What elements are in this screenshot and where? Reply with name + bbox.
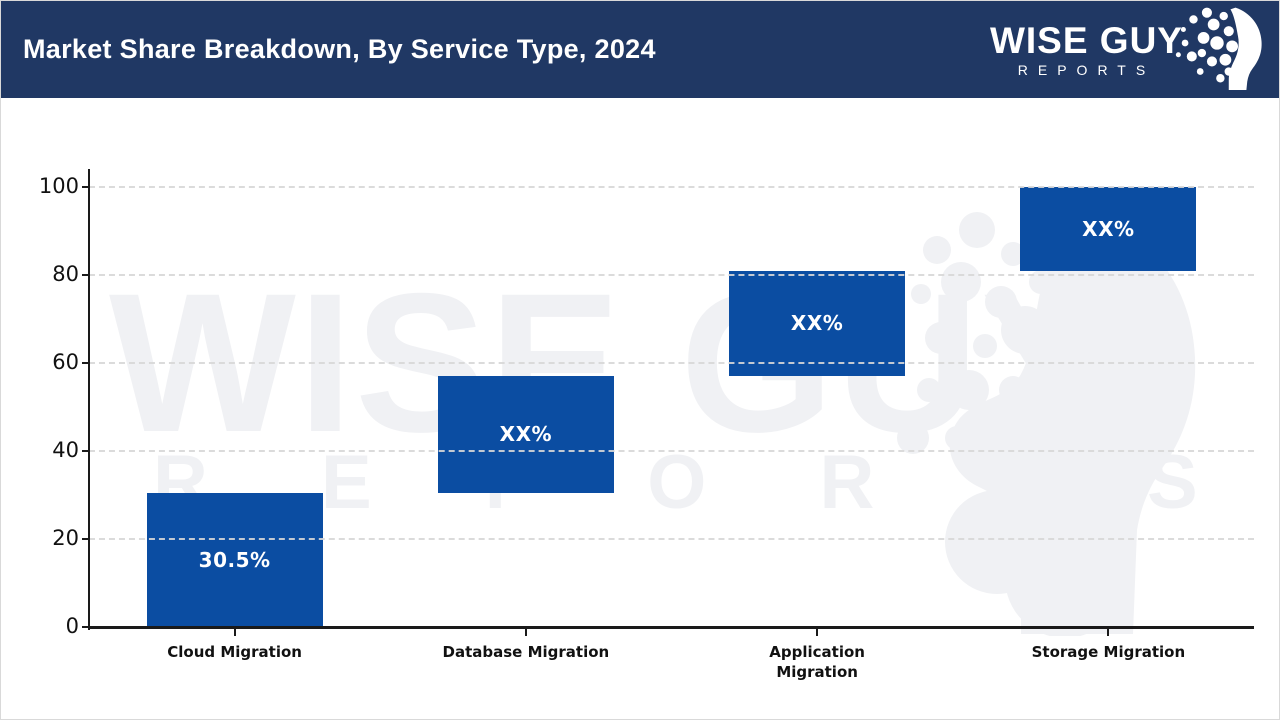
bar-value-label: XX% <box>1082 216 1135 241</box>
watermark-head-dots-icon <box>881 206 1201 641</box>
x-tick-label-3: Application Migration <box>769 643 865 681</box>
bar-3: XX% <box>729 270 906 377</box>
x-tick-3 <box>816 629 819 636</box>
y-tick-100 <box>82 186 89 188</box>
app-header: Market Share Breakdown, By Service Type,… <box>1 1 1279 98</box>
bar-4: XX% <box>1020 187 1197 271</box>
y-axis <box>88 169 90 630</box>
x-tick-label-4: Storage Migration <box>1031 643 1186 661</box>
brand-wordmark-line2: REPORTS <box>1017 62 1156 78</box>
x-axis <box>89 626 1254 629</box>
bar-value-label: XX% <box>499 422 553 447</box>
gridline-80 <box>89 274 1254 276</box>
gridline-100 <box>89 186 1254 188</box>
bar-2: XX% <box>437 376 614 493</box>
y-tick-20 <box>82 538 89 540</box>
y-tick-label-40: 40 <box>52 438 79 462</box>
bar-value-label: 30.5% <box>198 547 271 572</box>
page-title: Market Share Breakdown, By Service Type,… <box>23 34 656 64</box>
y-tick-label-0: 0 <box>65 614 79 638</box>
y-tick-60 <box>82 362 89 364</box>
x-tick-4 <box>1107 629 1110 636</box>
y-tick-label-100: 100 <box>38 174 79 198</box>
y-tick-label-80: 80 <box>52 262 79 286</box>
brand-wordmark-line1: WISE GUY <box>989 20 1183 61</box>
y-tick-0 <box>82 626 89 628</box>
y-tick-40 <box>82 450 89 452</box>
gridline-40 <box>89 450 1254 452</box>
x-tick-1 <box>233 629 236 636</box>
gridline-20 <box>89 538 1254 540</box>
x-tick-label-2: Database Migration <box>442 643 610 661</box>
y-tick-80 <box>82 274 89 276</box>
x-tick-label-1: Cloud Migration <box>167 643 302 661</box>
brand-wordmark: WISE GUY REPORTS <box>989 20 1183 79</box>
gridline-60 <box>89 362 1254 364</box>
bar-1: 30.5% <box>146 492 323 627</box>
y-tick-label-20: 20 <box>52 526 79 550</box>
head-dots-icon <box>1169 6 1265 95</box>
x-tick-2 <box>524 629 527 636</box>
bar-value-label: XX% <box>790 311 844 336</box>
brand-logo: WISE GUY REPORTS <box>989 7 1265 91</box>
y-tick-label-60: 60 <box>52 350 79 374</box>
